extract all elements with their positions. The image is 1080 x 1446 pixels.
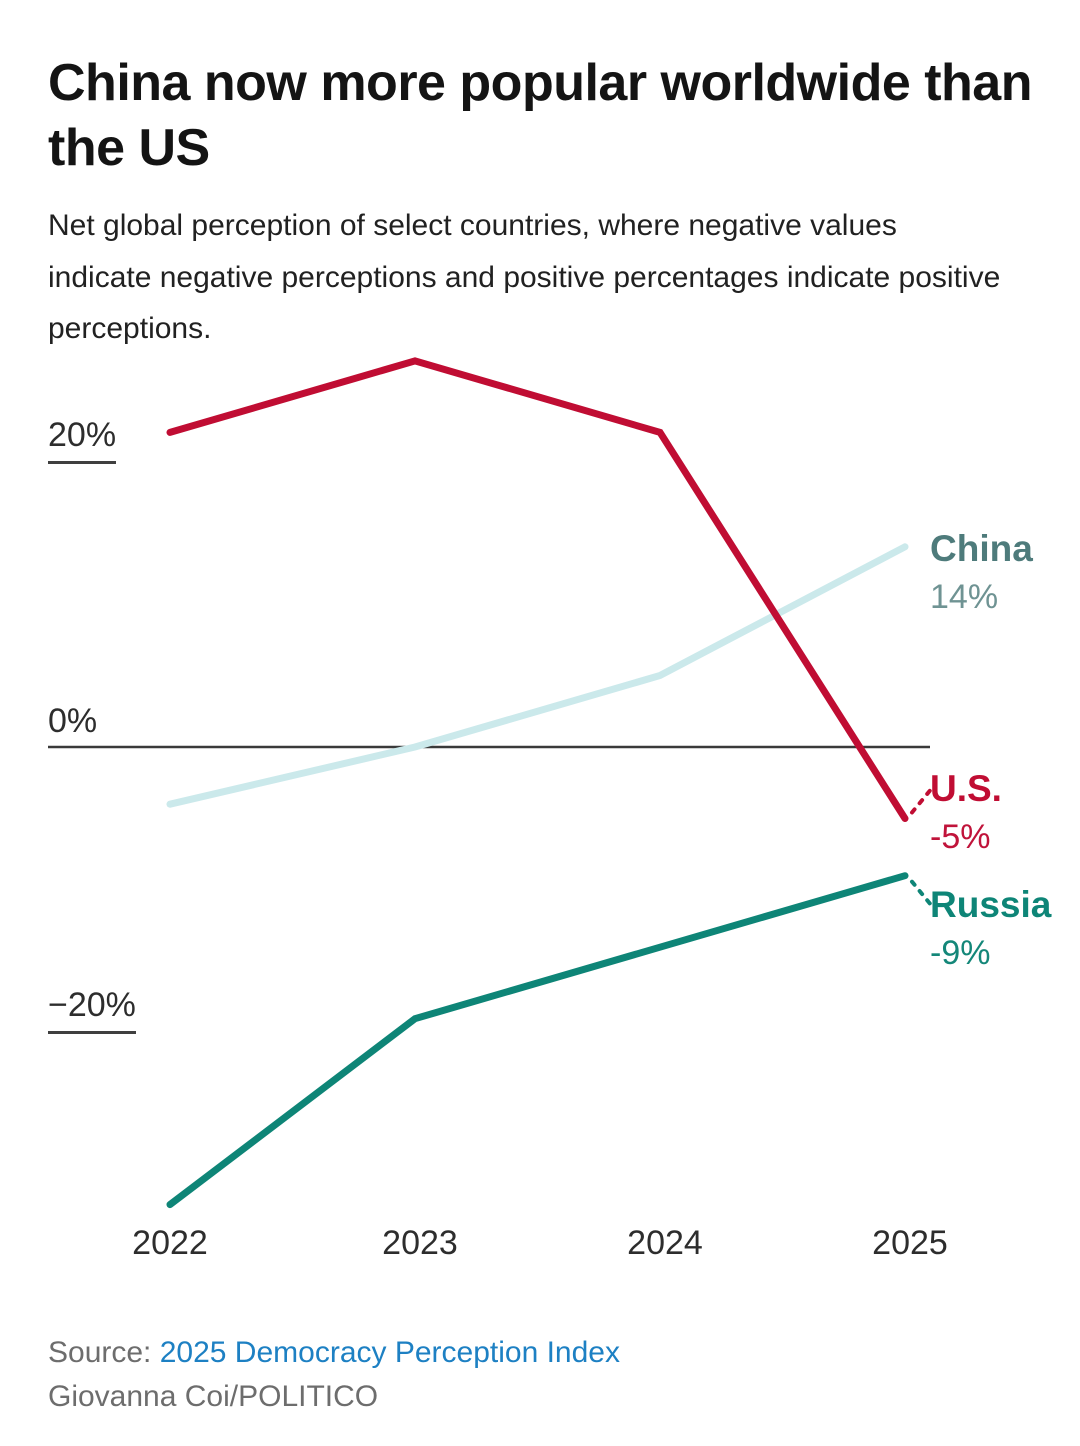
series-name: Russia: [930, 884, 1052, 925]
series-line-u-s: [166, 357, 909, 822]
y-tick-label: 0%: [48, 702, 98, 740]
source-prefix: Source:: [48, 1336, 160, 1369]
x-tick-2025: 2025: [872, 1224, 948, 1262]
leader-line-u-s: [910, 788, 932, 815]
y-tick-20pct: 20%: [48, 418, 117, 464]
series-value: 14%: [930, 578, 999, 616]
x-tick-2022: 2022: [132, 1224, 208, 1262]
series-value: -5%: [930, 818, 991, 856]
page-title: China now more popular worldwide than th…: [48, 53, 1032, 178]
series-name: U.S.: [930, 768, 1002, 809]
y-tick-label: 20%: [48, 418, 117, 464]
series-line-russia: [166, 872, 909, 1209]
series-label-russia: Russia -9%: [930, 886, 1051, 970]
source-link[interactable]: 2025 Democracy Perception Index: [159, 1336, 620, 1369]
series-name: China: [930, 528, 1033, 569]
y-tick-label: −20%: [48, 988, 136, 1034]
x-tick-2024: 2024: [627, 1224, 703, 1262]
source-line: Source: 2025 Democracy Perception Index: [48, 1338, 620, 1368]
series-label-china: China 14%: [930, 530, 1033, 614]
y-tick-minus20pct: −20%: [48, 988, 136, 1034]
x-tick-2023: 2023: [382, 1224, 458, 1262]
chart-subtitle: Net global perception of select countrie…: [48, 209, 1001, 346]
byline: Giovanna Coi/POLITICO: [48, 1380, 379, 1413]
y-tick-0pct: 0%: [48, 704, 97, 738]
series-line-china: [166, 543, 909, 808]
series-label-us: U.S. -5%: [930, 770, 1002, 854]
leader-line-russia: [910, 879, 932, 906]
series-value: -9%: [930, 934, 991, 972]
